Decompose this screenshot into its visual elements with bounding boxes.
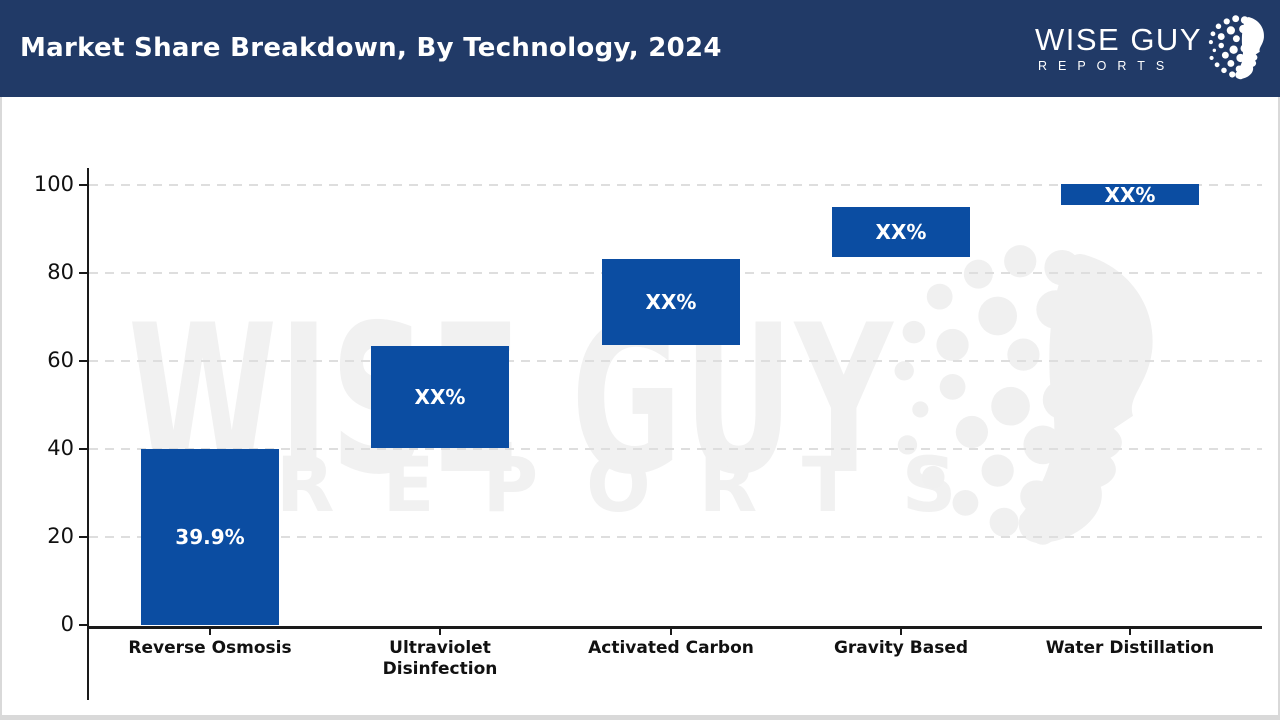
- y-tick: [79, 536, 87, 538]
- x-tick: [1129, 627, 1131, 635]
- y-tick-label: 40: [47, 436, 74, 460]
- x-tick: [670, 627, 672, 635]
- x-tick: [900, 627, 902, 635]
- bar-value-label: XX%: [414, 385, 466, 410]
- y-tick-label: 80: [47, 260, 74, 284]
- gridline: [89, 184, 1262, 186]
- x-category-label: Gravity Based: [833, 638, 969, 658]
- gridline: [89, 536, 1262, 538]
- dotted-face-icon: [1208, 14, 1264, 79]
- gridline: [89, 360, 1262, 362]
- logo-line1: WISE GUY: [1034, 22, 1202, 58]
- y-tick: [79, 360, 87, 362]
- page-title: Market Share Breakdown, By Technology, 2…: [20, 33, 722, 64]
- x-category-label: Activated Carbon: [588, 638, 754, 658]
- gridline: [89, 448, 1262, 450]
- bar-ultraviolet-disinfection: XX%: [371, 346, 509, 449]
- y-tick: [79, 448, 87, 450]
- y-axis-line: [87, 168, 89, 700]
- page-right-border: [1278, 97, 1280, 720]
- x-axis-line: [87, 626, 1262, 629]
- header-bar: Market Share Breakdown, By Technology, 2…: [0, 0, 1280, 97]
- logo-line2: REPORTS: [1037, 59, 1176, 74]
- bar-value-label: XX%: [1104, 182, 1156, 207]
- y-tick: [79, 624, 87, 626]
- y-tick: [79, 272, 87, 274]
- y-tick-label: 0: [60, 612, 74, 636]
- bar-value-label: XX%: [645, 290, 697, 315]
- x-tick: [439, 627, 441, 635]
- bar-gravity-based: XX%: [832, 207, 970, 258]
- brand-wordmark: WISE GUY REPORTS: [1035, 24, 1202, 73]
- y-tick-label: 20: [47, 524, 74, 548]
- page-left-border: [0, 97, 2, 720]
- bar-activated-carbon: XX%: [602, 258, 740, 346]
- x-category-label: Ultraviolet Disinfection: [382, 638, 498, 680]
- waterfall-chart: 0 20 40 60 80 100 39.9% Reverse Osmosis XX% Ultra…: [0, 97, 1280, 715]
- y-tick: [79, 184, 87, 186]
- bottom-strip: [0, 715, 1280, 720]
- bar-value-label: 39.9%: [175, 525, 245, 550]
- bar-water-distillation: XX%: [1061, 182, 1199, 207]
- x-category-label: Water Distillation: [1045, 638, 1215, 658]
- y-tick-label: 100: [33, 172, 74, 196]
- bar-value-label: XX%: [875, 220, 927, 245]
- bar-reverse-osmosis: 39.9%: [141, 449, 279, 625]
- y-tick-label: 60: [47, 348, 74, 372]
- x-tick: [209, 627, 211, 635]
- brand-logo: WISE GUY REPORTS: [1035, 9, 1266, 89]
- x-category-label: Reverse Osmosis: [128, 638, 292, 658]
